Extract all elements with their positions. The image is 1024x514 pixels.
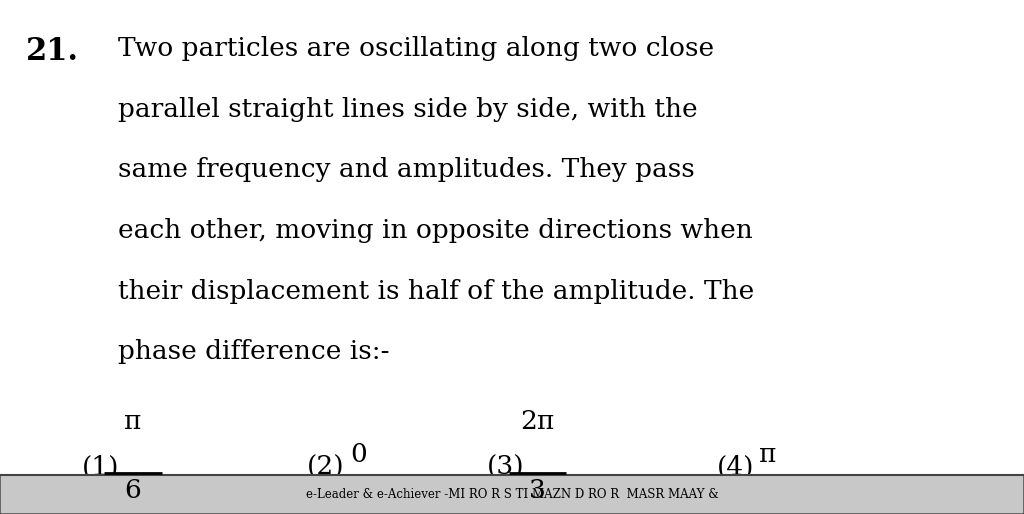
Text: 0: 0	[350, 443, 367, 467]
Text: π: π	[760, 443, 776, 467]
Text: 3: 3	[529, 478, 546, 503]
Text: e-Leader & e-Achiever -MI RO R S TI MAZN D RO R  MASR MAAY &: e-Leader & e-Achiever -MI RO R S TI MAZN…	[305, 488, 719, 501]
Text: π: π	[125, 409, 141, 434]
Text: each other, moving in opposite directions when: each other, moving in opposite direction…	[118, 218, 753, 243]
Text: (1): (1)	[82, 455, 120, 480]
Text: 21.: 21.	[26, 36, 79, 67]
Text: (2): (2)	[307, 455, 345, 480]
Text: same frequency and amplitudes. They pass: same frequency and amplitudes. They pass	[118, 157, 694, 182]
Text: 6: 6	[125, 478, 141, 503]
Text: (4): (4)	[717, 455, 755, 480]
Text: (3): (3)	[486, 455, 524, 480]
Text: 2π: 2π	[520, 409, 555, 434]
Text: phase difference is:-: phase difference is:-	[118, 339, 389, 364]
Text: their displacement is half of the amplitude. The: their displacement is half of the amplit…	[118, 279, 754, 304]
Bar	[0, 475, 1024, 514]
Text: Two particles are oscillating along two close: Two particles are oscillating along two …	[118, 36, 714, 61]
Text: parallel straight lines side by side, with the: parallel straight lines side by side, wi…	[118, 97, 697, 122]
